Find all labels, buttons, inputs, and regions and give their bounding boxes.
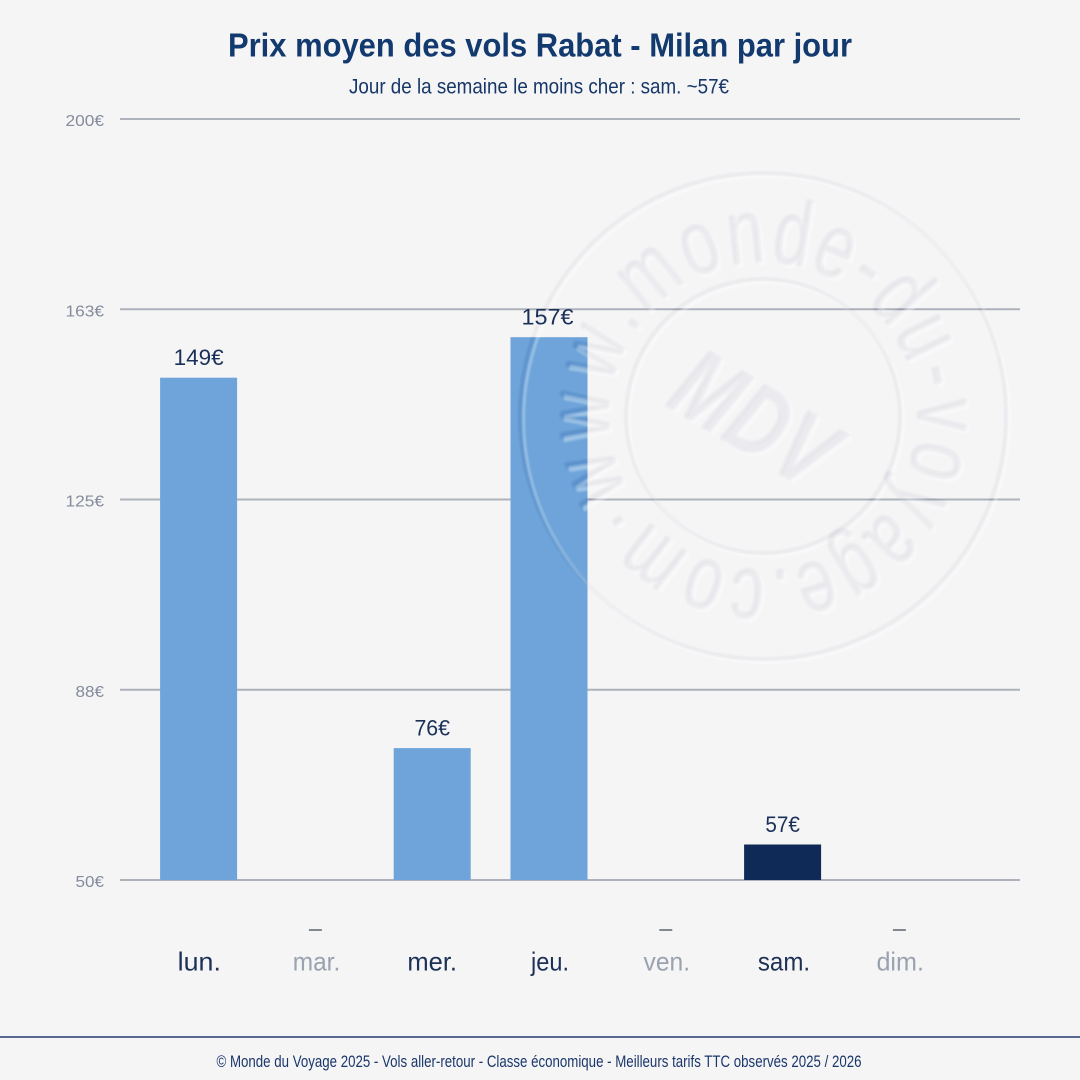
svg-text:ven.: ven. <box>644 947 691 977</box>
svg-text:157€: 157€ <box>522 304 574 329</box>
svg-text:125€: 125€ <box>66 494 105 511</box>
svg-text:mar.: mar. <box>293 947 341 977</box>
svg-text:Jour de la semaine le moins ch: Jour de la semaine le moins cher : sam. … <box>349 76 729 99</box>
svg-text:© Monde du Voyage 2025 - Vols: © Monde du Voyage 2025 - Vols aller-reto… <box>217 1052 862 1071</box>
svg-text:mer.: mer. <box>407 947 457 977</box>
svg-text:88€: 88€ <box>76 684 105 701</box>
svg-text:163€: 163€ <box>66 303 105 320</box>
svg-text:57€: 57€ <box>765 812 800 837</box>
svg-text:50€: 50€ <box>76 874 105 891</box>
svg-text:sam.: sam. <box>758 947 810 977</box>
svg-text:76€: 76€ <box>414 715 450 740</box>
svg-text:200€: 200€ <box>66 113 105 130</box>
svg-text:jeu.: jeu. <box>530 947 569 977</box>
svg-text:lun.: lun. <box>178 947 221 977</box>
svg-text:149€: 149€ <box>174 345 224 370</box>
svg-text:dim.: dim. <box>876 947 924 977</box>
svg-text:Prix moyen des vols Rabat - Mi: Prix moyen des vols Rabat - Milan par jo… <box>228 27 852 64</box>
